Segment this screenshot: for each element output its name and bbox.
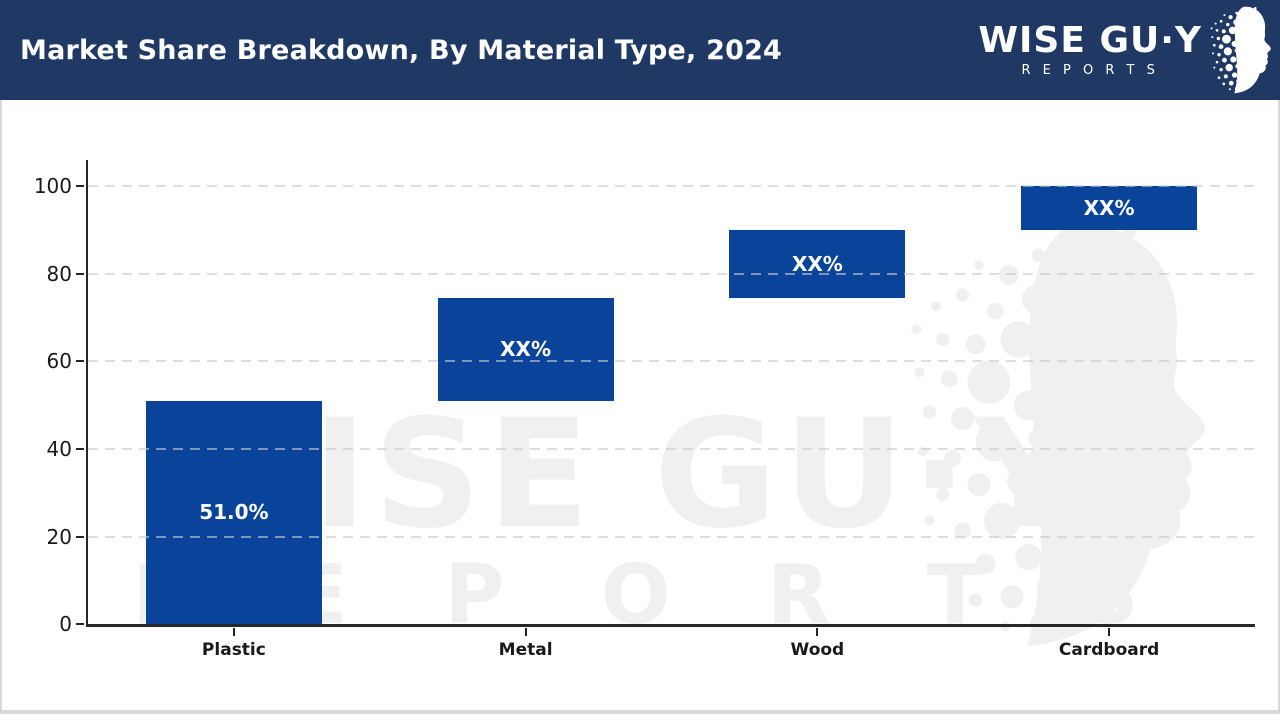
logo-subtitle: R E P O R T S xyxy=(1021,63,1159,78)
x-tick-mark xyxy=(232,628,235,636)
bar-value-label: XX% xyxy=(791,252,843,276)
bar-metal: XX% xyxy=(437,297,614,401)
chart-card: WISE GU·Y R E P O R T S 51.0% Plastic XX% M… xyxy=(0,100,1280,714)
gridline-60 xyxy=(88,360,1255,363)
y-tick-mark xyxy=(76,447,84,450)
y-tick-mark xyxy=(76,623,84,625)
logo-face-icon xyxy=(1210,6,1271,94)
y-tick-label-60: 60 xyxy=(46,349,72,374)
header-band: Market Share Breakdown, By Material Type… xyxy=(0,0,1280,100)
y-tick-label-20: 20 xyxy=(46,524,72,549)
gridline-100 xyxy=(88,185,1255,188)
bar-wood: XX% xyxy=(729,230,906,298)
gridline-80 xyxy=(88,272,1255,275)
x-tick-mark xyxy=(816,628,819,636)
logo-wordmark: WISE GU·Y xyxy=(978,20,1202,61)
wise-guy-reports-logo: WISE GU·Y R E P O R T S xyxy=(978,6,1280,94)
logo-text: WISE GU·Y R E P O R T S xyxy=(978,20,1202,79)
bar-cardboard: XX% xyxy=(1021,186,1198,230)
x-tick-label-cardboard: Cardboard xyxy=(1058,640,1160,660)
gridline-20 xyxy=(88,535,1255,538)
y-tick-mark xyxy=(76,360,84,363)
y-tick-mark xyxy=(76,272,84,275)
gridline-40 xyxy=(88,447,1255,450)
x-tick-label-wood: Wood xyxy=(790,640,845,660)
y-tick-label-80: 80 xyxy=(46,261,72,286)
x-tick-label-plastic: Plastic xyxy=(201,640,266,660)
chart-title: Market Share Breakdown, By Material Type… xyxy=(20,34,783,66)
bar-value-label: XX% xyxy=(1083,196,1135,221)
x-tick-mark xyxy=(524,628,527,636)
y-tick-label-100: 100 xyxy=(33,174,72,199)
plot-area: 51.0% Plastic XX% Metal XX% Wood XX% Cardboard 0… xyxy=(34,160,1255,660)
card-bottom-divider xyxy=(2,710,1278,712)
bar-value-label: XX% xyxy=(500,337,552,362)
y-tick-mark xyxy=(76,535,84,538)
x-tick-label-metal: Metal xyxy=(498,640,553,660)
y-tick-mark xyxy=(76,185,84,188)
y-tick-label-40: 40 xyxy=(46,436,72,461)
bar-value-label: 51.0% xyxy=(199,500,269,525)
y-tick-label-0: 0 xyxy=(59,612,72,636)
x-tick-mark xyxy=(1108,628,1111,636)
bar-plastic: 51.0% xyxy=(145,400,322,624)
